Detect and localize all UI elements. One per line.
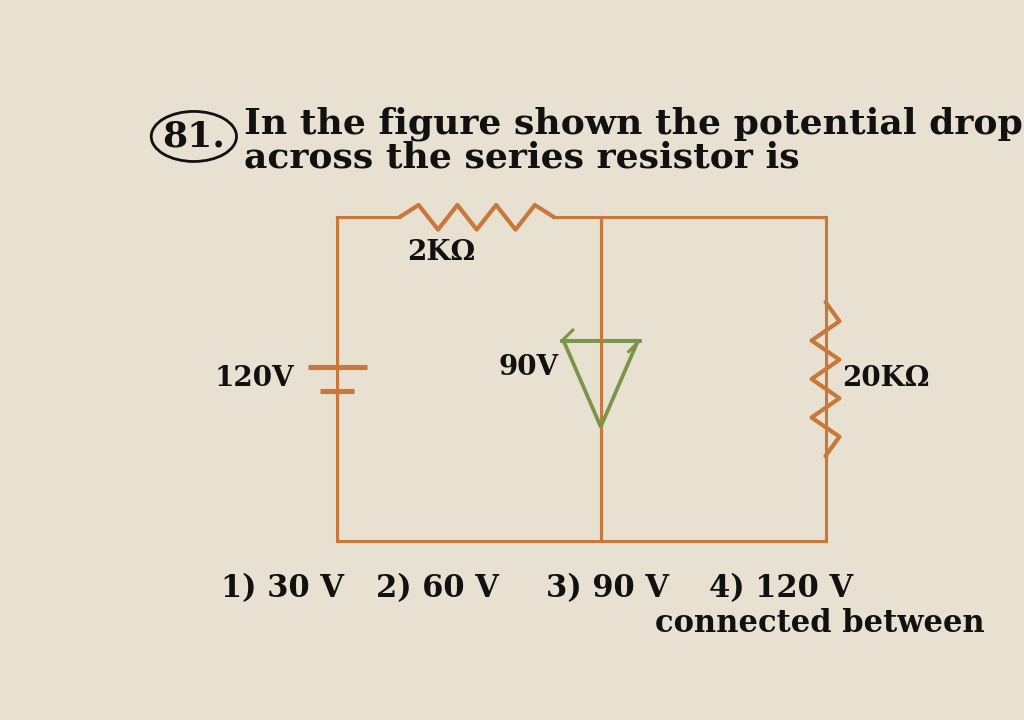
Text: 1) 30 V: 1) 30 V: [221, 573, 344, 604]
Text: 2KΩ: 2KΩ: [407, 239, 475, 266]
Text: 81.: 81.: [163, 120, 225, 153]
Text: In the figure shown the potential drop: In the figure shown the potential drop: [245, 106, 1023, 140]
Text: 120V: 120V: [215, 366, 295, 392]
Text: 3) 90 V: 3) 90 V: [547, 573, 670, 604]
Text: 4) 120 V: 4) 120 V: [710, 573, 853, 604]
Text: across the series resistor is: across the series resistor is: [245, 140, 800, 174]
Text: 20KΩ: 20KΩ: [843, 366, 930, 392]
Text: 2) 60 V: 2) 60 V: [376, 573, 499, 604]
Text: connected between: connected between: [655, 608, 985, 639]
Text: 90V: 90V: [498, 354, 558, 381]
